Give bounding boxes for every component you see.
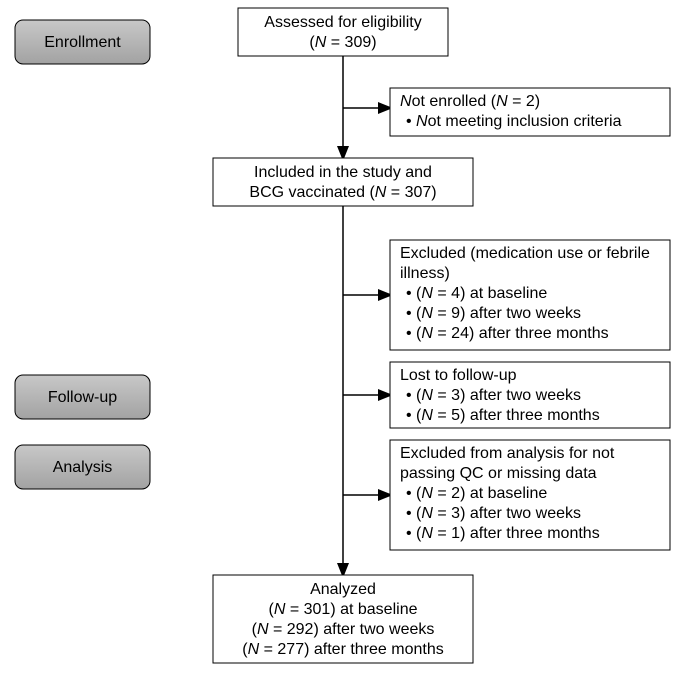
phase-label-followup: Follow-up — [48, 389, 117, 406]
excluded-qc-bullet-2: • (N = 1) after three months — [406, 525, 600, 542]
analyzed-line-1: (N = 301) at baseline — [269, 601, 418, 618]
analyzed-line-3: (N = 277) after three months — [242, 641, 443, 658]
analyzed-line-2: (N = 292) after two weeks — [252, 621, 435, 638]
phase-label-enrollment: Enrollment — [44, 34, 121, 51]
not-enrolled-title-0: Not enrolled (N = 2) — [400, 93, 540, 110]
excluded-med-bullet-2: • (N = 24) after three months — [406, 325, 609, 342]
excluded-qc-title-1: passing QC or missing data — [400, 465, 597, 482]
analyzed-line-0: Analyzed — [310, 581, 376, 598]
phase-labels: Enrollment Follow-up Analysis — [15, 20, 150, 489]
lost-followup-bullet-0: • (N = 3) after two weeks — [406, 387, 581, 404]
eligibility-line-0: Assessed for eligibility — [264, 14, 421, 31]
flow-boxes: Assessed for eligibility (N = 309) Not enr… — [213, 8, 670, 663]
excluded-med-bullet-0: • (N = 4) at baseline — [406, 285, 547, 302]
phase-label-analysis: Analysis — [53, 459, 113, 476]
excluded-med-title-0: Excluded (medication use or febrile — [400, 245, 650, 262]
excluded-qc-bullet-1: • (N = 3) after two weeks — [406, 505, 581, 522]
not-enrolled-bullet-0: • Not meeting inclusion criteria — [406, 113, 622, 130]
lost-followup-title-0: Lost to follow-up — [400, 367, 517, 384]
arrows — [343, 56, 390, 575]
included-line-0: Included in the study and — [254, 164, 432, 181]
excluded-med-title-1: illness) — [400, 265, 450, 282]
eligibility-line-1: (N = 309) — [309, 34, 376, 51]
lost-followup-bullet-1: • (N = 5) after three months — [406, 407, 600, 424]
excluded-qc-bullet-0: • (N = 2) at baseline — [406, 485, 547, 502]
excluded-med-bullet-1: • (N = 9) after two weeks — [406, 305, 581, 322]
flowchart: Enrollment Follow-up Analysis Assessed for… — [0, 0, 700, 677]
excluded-qc-title-0: Excluded from analysis for not — [400, 445, 615, 462]
included-line-1: BCG vaccinated (N = 307) — [249, 184, 436, 201]
